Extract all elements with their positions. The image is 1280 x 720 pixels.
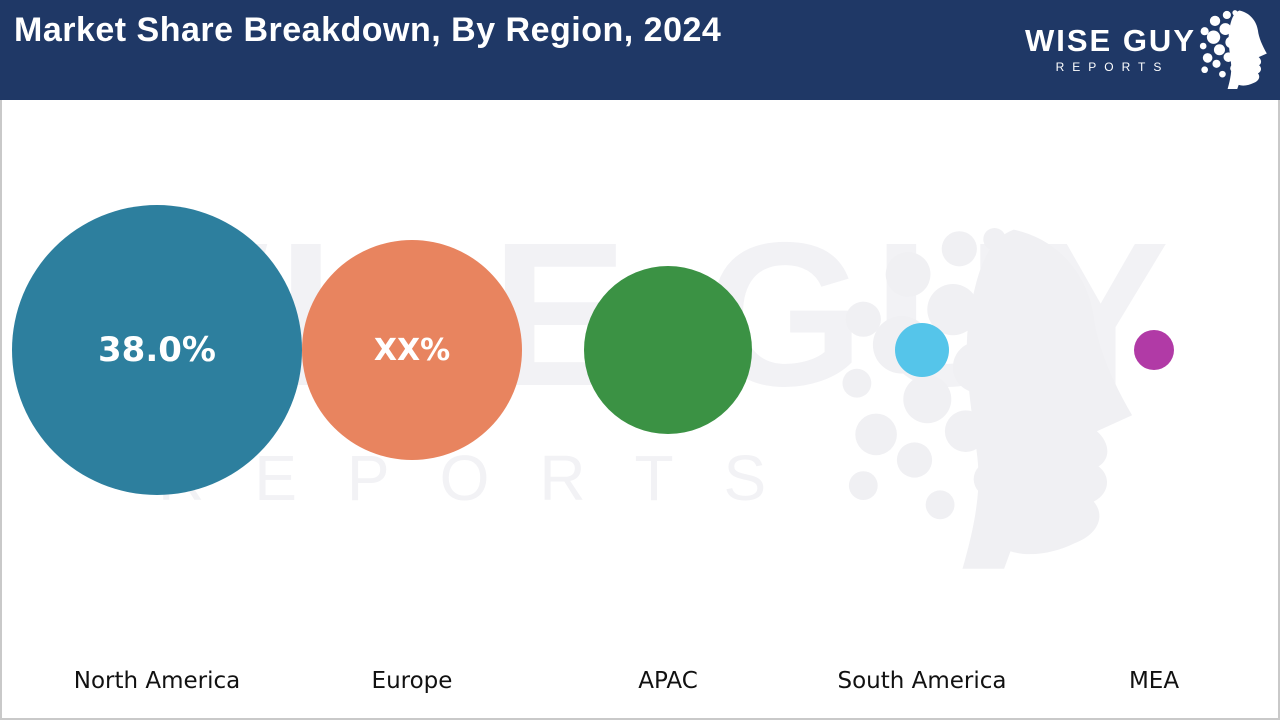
category-label-mea: MEA: [1128, 668, 1180, 694]
bubble-apac: [584, 266, 752, 434]
bubble-south-america: [895, 323, 949, 377]
brand-head-icon: [1199, 10, 1267, 89]
bubble-value-label-europe: XX%: [373, 332, 451, 368]
category-label-europe: Europe: [371, 668, 453, 694]
brand-tagline: REPORTS: [1055, 60, 1170, 74]
page-title: Market Share Breakdown, By Region, 2024: [14, 11, 722, 49]
chart-area: WISE GUY REPORTS 38.: [0, 100, 1280, 720]
bubble-value-label-north-america: 38.0%: [98, 330, 216, 370]
bubble-chart: 38.0% North America XX% Europe APAC South Ame…: [2, 100, 1278, 718]
header-bar: Market Share Breakdown, By Region, 2024 …: [0, 0, 1280, 100]
category-label-north-america: North America: [73, 668, 241, 694]
bubble-europe: XX%: [302, 240, 522, 460]
brand-logo-text: WISE GUY REPORTS: [1024, 23, 1196, 75]
bubble-north-america: 38.0%: [12, 205, 302, 495]
bubble-mea: [1134, 330, 1174, 370]
brand-name: WISE GUY: [1024, 23, 1196, 58]
brand-logo: WISE GUY REPORTS: [1025, 0, 1280, 90]
category-label-south-america: South America: [837, 668, 1007, 694]
category-label-apac: APAC: [638, 668, 698, 694]
